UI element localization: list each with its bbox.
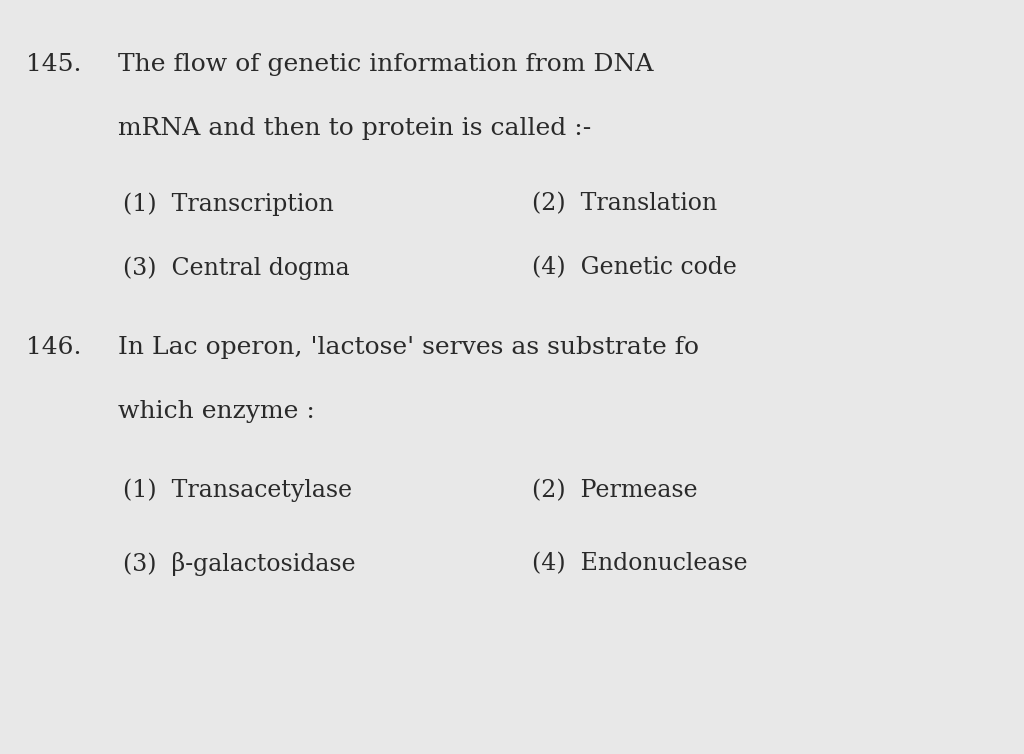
Text: (1)  Transcription: (1) Transcription — [123, 192, 334, 216]
Text: The flow of genetic information from DNA: The flow of genetic information from DNA — [118, 53, 653, 76]
Text: which enzyme :: which enzyme : — [118, 400, 314, 423]
Text: (4)  Genetic code: (4) Genetic code — [532, 256, 737, 280]
Text: mRNA and then to protein is called :-: mRNA and then to protein is called :- — [118, 117, 591, 140]
Text: (1)  Transacetylase: (1) Transacetylase — [123, 479, 352, 502]
Text: (2)  Permease: (2) Permease — [532, 479, 698, 502]
Text: 145.: 145. — [26, 53, 81, 76]
Text: (2)  Translation: (2) Translation — [532, 192, 718, 216]
Text: (3)  Central dogma: (3) Central dogma — [123, 256, 349, 280]
Text: (4)  Endonuclease: (4) Endonuclease — [532, 552, 749, 575]
Text: (3)  β-galactosidase: (3) β-galactosidase — [123, 552, 355, 576]
Text: In Lac operon, 'lactose' serves as substrate fo: In Lac operon, 'lactose' serves as subst… — [118, 336, 698, 359]
Text: 146.: 146. — [26, 336, 81, 359]
